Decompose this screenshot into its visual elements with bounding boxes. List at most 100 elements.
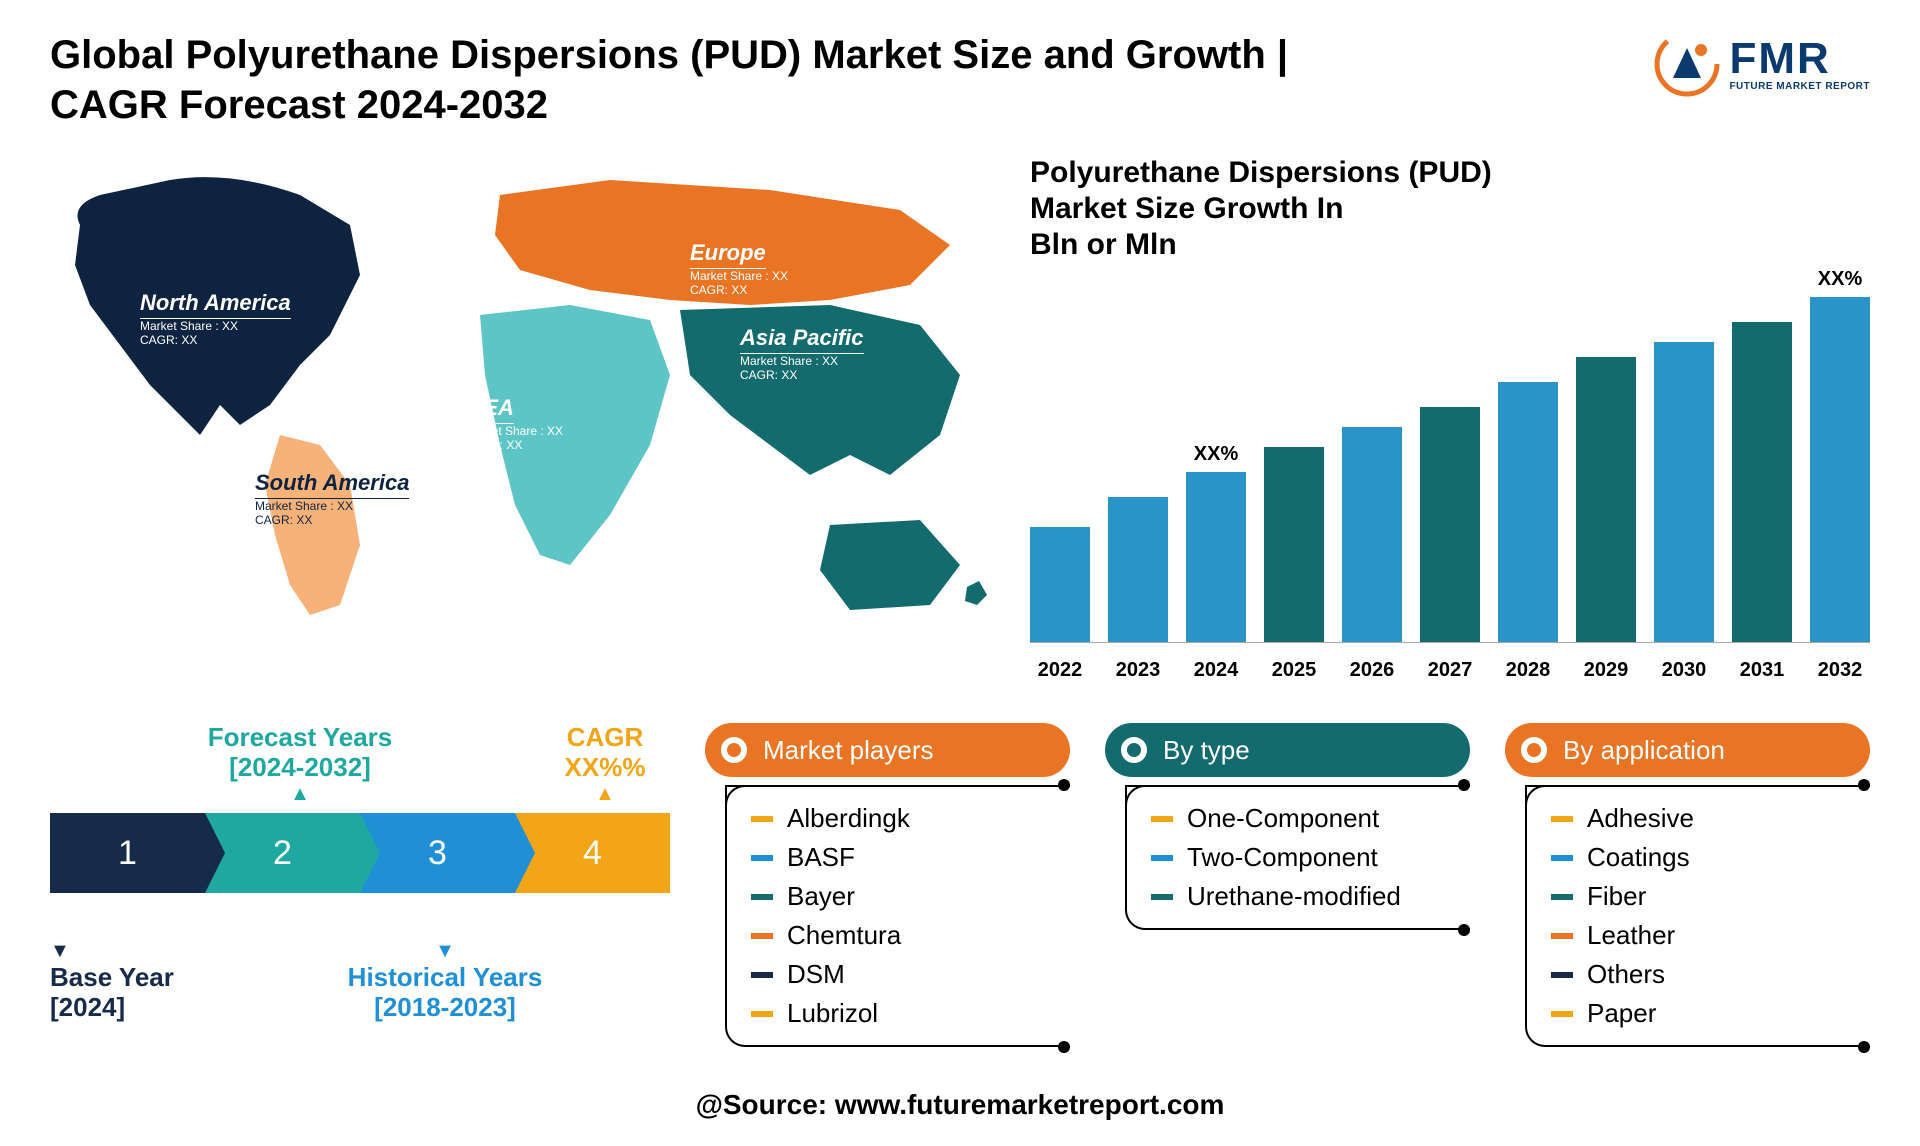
- bar-fill-2024: [1186, 472, 1246, 642]
- segment-pill: By type: [1105, 723, 1470, 777]
- bar-label-2022: 2022: [1038, 659, 1083, 682]
- bar-label-2031: 2031: [1740, 659, 1785, 682]
- region-label-south-america: South AmericaMarket Share : XXCAGR: XX: [255, 470, 409, 527]
- timeline-bar: 1234: [50, 813, 670, 893]
- list-item: One-Component: [1151, 799, 1470, 838]
- bar-fill-2025: [1264, 447, 1324, 642]
- bullet-tick-icon: [751, 1011, 773, 1017]
- bar-2028: 2028: [1498, 382, 1558, 642]
- logo-subtitle: FUTURE MARKET REPORT: [1729, 81, 1870, 92]
- bar-2026: 2026: [1342, 427, 1402, 642]
- cagr-sub: XX%%: [540, 753, 670, 783]
- list-item-label: DSM: [787, 959, 845, 990]
- list-item-label: Chemtura: [787, 920, 901, 951]
- bullet-tick-icon: [751, 855, 773, 861]
- bullet-tick-icon: [751, 894, 773, 900]
- bar-label-2023: 2023: [1116, 659, 1161, 682]
- source-attribution: @Source: www.futuremarketreport.com: [0, 1089, 1920, 1121]
- list-item-label: Lubrizol: [787, 998, 878, 1029]
- bar-2025: 2025: [1264, 447, 1324, 642]
- bullet-tick-icon: [1151, 894, 1173, 900]
- region-label-europe: EuropeMarket Share : XXCAGR: XX: [690, 240, 788, 297]
- list-item-label: Leather: [1587, 920, 1675, 951]
- list-item: DSM: [751, 955, 1070, 994]
- segment-by-application: By application Adhesive Coatings Fiber Leath…: [1505, 723, 1870, 1047]
- cagr-label: CAGR: [540, 723, 670, 753]
- bar-2027: 2027: [1420, 407, 1480, 642]
- timeline-segment-3: 3: [360, 813, 515, 893]
- world-map: North AmericaMarket Share : XXCAGR: XX So…: [50, 155, 1000, 625]
- segment-list: One-ComponentTwo-ComponentUrethane-modif…: [1151, 799, 1470, 916]
- list-item: Coatings: [1551, 838, 1870, 877]
- list-item: Alberdingk: [751, 799, 1070, 838]
- bar-label-2025: 2025: [1272, 659, 1317, 682]
- segment-bracket: Alberdingk BASF Bayer Chemtura DSM Lubrizol: [725, 785, 1070, 1047]
- bar-label-2028: 2028: [1506, 659, 1551, 682]
- bar-chart-title: Polyurethane Dispersions (PUD) Market Si…: [1030, 155, 1870, 263]
- segment-by-type: By type One-ComponentTwo-ComponentUrethan…: [1105, 723, 1470, 1047]
- bullet-tick-icon: [751, 972, 773, 978]
- bar-fill-2026: [1342, 427, 1402, 642]
- segment-pill: By application: [1505, 723, 1870, 777]
- segment-market-players: Market playersAlberdingkBASFBayerChemtur…: [705, 723, 1070, 1047]
- historical-annotation: ▼ Historical Years [2018-2023]: [330, 940, 560, 1023]
- bar-chart: 202220232024XX%2025202620272028202920302…: [1030, 283, 1870, 643]
- bar-label-2024: 2024: [1194, 659, 1239, 682]
- bullet-tick-icon: [1551, 894, 1573, 900]
- logo-fmr-text: FMR: [1729, 37, 1870, 81]
- bar-label-2027: 2027: [1428, 659, 1473, 682]
- list-item: Urethane-modified: [1151, 877, 1470, 916]
- list-item-label: Bayer: [787, 881, 855, 912]
- list-item: Leather: [1551, 916, 1870, 955]
- bar-label-2026: 2026: [1350, 659, 1395, 682]
- bullet-tick-icon: [1551, 933, 1573, 939]
- bar-2029: 2029: [1576, 357, 1636, 642]
- list-item-label: Coatings: [1587, 842, 1690, 873]
- page-title: Global Polyurethane Dispersions (PUD) Ma…: [50, 30, 1350, 130]
- list-item: Chemtura: [751, 916, 1070, 955]
- list-item: Lubrizol: [751, 994, 1070, 1033]
- region-label-north-america: North AmericaMarket Share : XXCAGR: XX: [140, 290, 291, 347]
- cagr-annotation: CAGR XX%% ▲: [540, 723, 670, 806]
- bar-fill-2027: [1420, 407, 1480, 642]
- map-svg: [50, 155, 1000, 625]
- bullet-tick-icon: [751, 933, 773, 939]
- bar-2023: 2023: [1108, 497, 1168, 642]
- bullet-tick-icon: [1551, 972, 1573, 978]
- bullet-tick-icon: [751, 816, 773, 822]
- bar-fill-2022: [1030, 527, 1090, 642]
- bar-2022: 2022: [1030, 527, 1090, 642]
- segment-bracket: Adhesive Coatings Fiber Leather Others Paper: [1525, 785, 1870, 1047]
- bar-2032: 2032XX%: [1810, 297, 1870, 642]
- bar-annotation-2024: XX%: [1176, 443, 1256, 466]
- bar-chart-section: Polyurethane Dispersions (PUD) Market Si…: [1030, 155, 1870, 643]
- list-item: Others: [1551, 955, 1870, 994]
- bar-fill-2028: [1498, 382, 1558, 642]
- list-item-label: Alberdingk: [787, 803, 910, 834]
- list-item-label: Fiber: [1587, 881, 1646, 912]
- bullet-tick-icon: [1151, 855, 1173, 861]
- region-label-asia-pacific: Asia PacificMarket Share : XXCAGR: XX: [740, 325, 864, 382]
- base-year-sub: [2024]: [50, 993, 210, 1023]
- timeline-segment-2: 2: [205, 813, 360, 893]
- list-item: Adhesive: [1551, 799, 1870, 838]
- bar-fill-2029: [1576, 357, 1636, 642]
- bar-annotation-2032: XX%: [1800, 268, 1880, 291]
- list-item: BASF: [751, 838, 1070, 877]
- fmr-logo-icon: [1653, 30, 1721, 98]
- bar-label-2030: 2030: [1662, 659, 1707, 682]
- list-item-label: Adhesive: [1587, 803, 1694, 834]
- timeline-segment-4: 4: [515, 813, 670, 893]
- timeline-segment-1: 1: [50, 813, 205, 893]
- bar-label-2029: 2029: [1584, 659, 1629, 682]
- bar-fill-2023: [1108, 497, 1168, 642]
- bullet-tick-icon: [1551, 1011, 1573, 1017]
- list-item: Bayer: [751, 877, 1070, 916]
- bar-label-2032: 2032: [1818, 659, 1863, 682]
- list-item: Paper: [1551, 994, 1870, 1033]
- segment-list: Adhesive Coatings Fiber Leather Others Paper: [1551, 799, 1870, 1033]
- base-year-label: Base Year: [50, 963, 210, 993]
- list-item-label: Paper: [1587, 998, 1656, 1029]
- forecast-label: Forecast Years: [200, 723, 400, 753]
- bar-fill-2031: [1732, 322, 1792, 642]
